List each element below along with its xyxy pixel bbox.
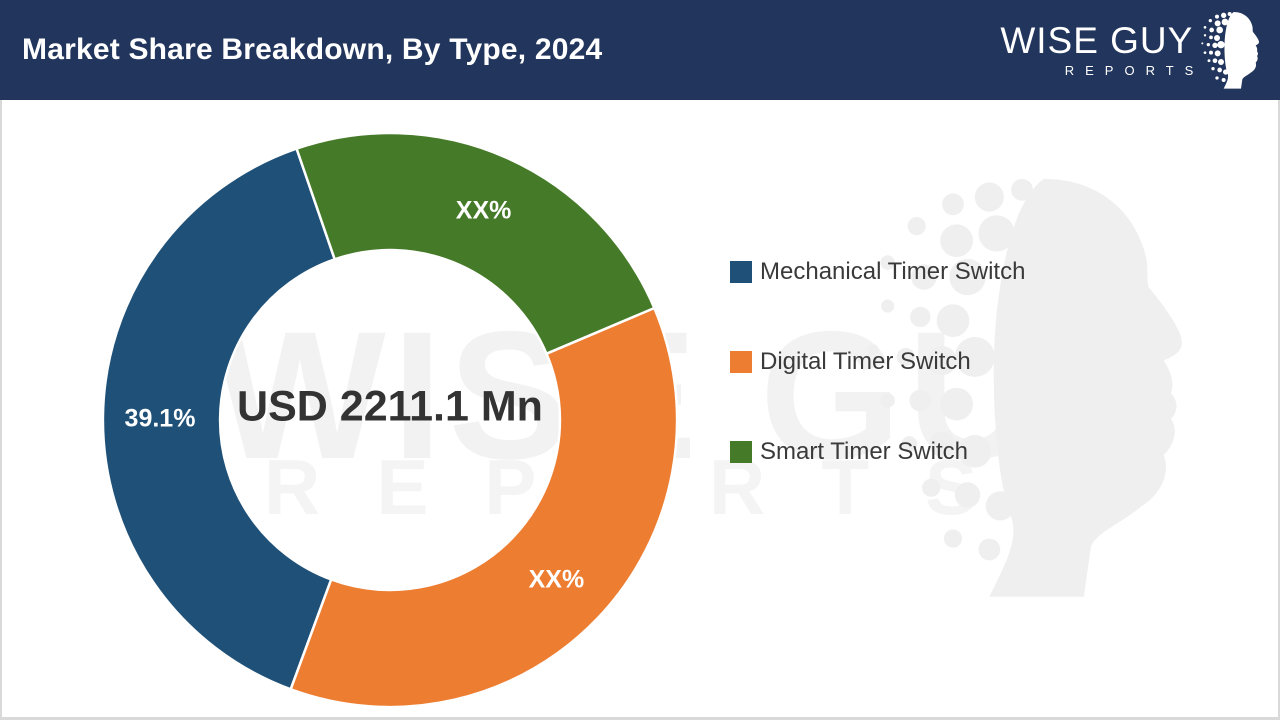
donut-chart: 39.1% XX% XX% [101, 131, 679, 709]
legend-label: Digital Timer Switch [760, 348, 971, 375]
legend-swatch-smart [730, 441, 752, 463]
segment-value-label-2: XX% [456, 197, 512, 225]
legend-item-mechanical: Mechanical Timer Switch [730, 258, 1025, 286]
legend-swatch-digital [730, 351, 752, 373]
chart-area: WISE GUY REPORTS 39.1%XX%XX% USD 2211.1 … [0, 100, 1280, 720]
segment-value-label-1: XX% [529, 565, 585, 593]
logo-text: WISE GUY REPORTS [1000, 20, 1194, 78]
legend-label: Mechanical Timer Switch [760, 258, 1026, 285]
header-bar: Market Share Breakdown, By Type, 2024 WI… [0, 0, 1280, 100]
legend-item-digital: Digital Timer Switch [730, 348, 1025, 376]
legend-swatch-mechanical [730, 261, 752, 283]
logo-subtext: REPORTS [1064, 62, 1205, 78]
donut-segment-1 [289, 306, 679, 709]
legend-item-smart: Smart Timer Switch [730, 438, 1025, 466]
donut-segment-2 [295, 131, 656, 356]
legend: Mechanical Timer Switch Digital Timer Sw… [730, 258, 1025, 528]
chart-center-value: USD 2211.1 Mn [237, 382, 543, 431]
wise-guy-logo: WISE GUY REPORTS [1000, 8, 1264, 92]
logo-wordmark: WISE GUY [1000, 20, 1194, 62]
face-logo-icon [1201, 12, 1260, 89]
donut-segment-0 [101, 147, 337, 691]
segment-value-label-0: 39.1% [125, 404, 196, 432]
page-title: Market Share Breakdown, By Type, 2024 [22, 33, 603, 66]
legend-label: Smart Timer Switch [760, 438, 969, 465]
